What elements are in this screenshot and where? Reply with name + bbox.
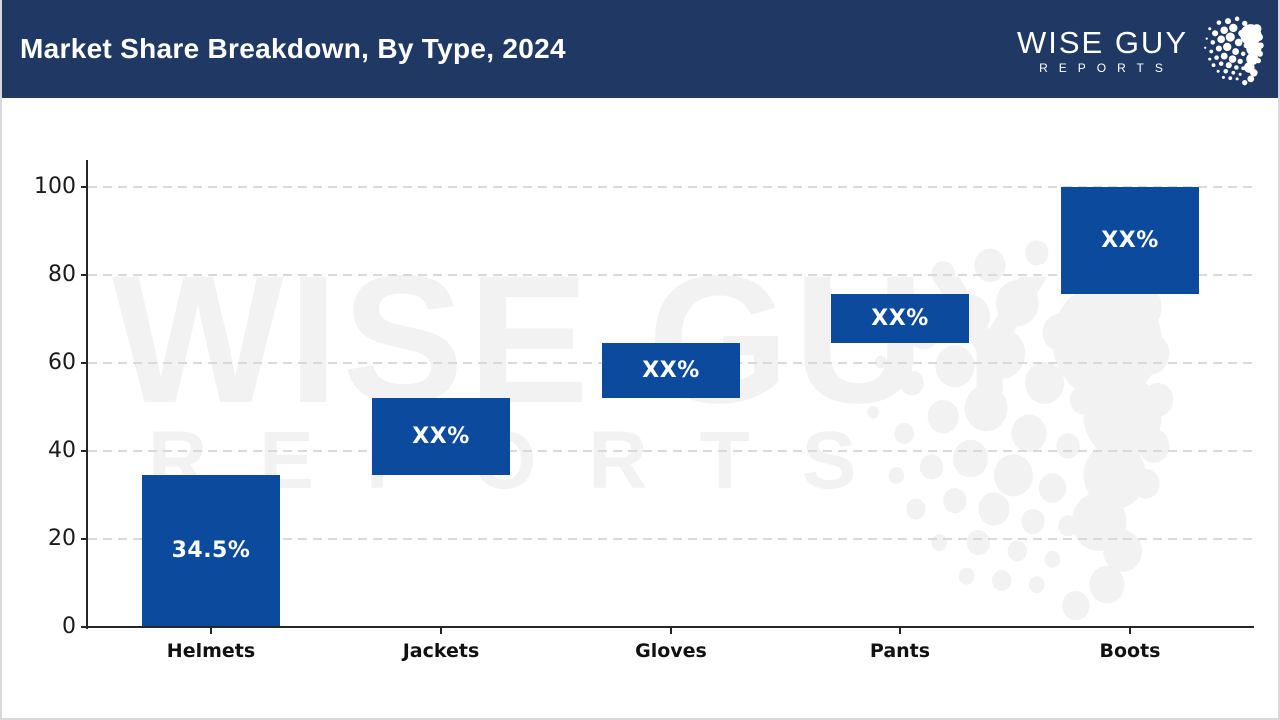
y-tick-label: 40 xyxy=(48,437,76,463)
y-tick-label: 20 xyxy=(48,525,76,551)
header-bar: Market Share Breakdown, By Type, 2024 WI… xyxy=(0,0,1280,98)
x-tick-mark xyxy=(210,627,212,634)
bar-jackets: XX% xyxy=(372,397,510,475)
y-gridline xyxy=(88,185,1254,188)
x-tick-label-jackets: Jackets xyxy=(402,640,480,662)
y-tick-mark xyxy=(81,537,88,540)
x-tick-mark xyxy=(1129,627,1131,634)
y-tick-mark xyxy=(81,625,88,628)
y-tick-mark xyxy=(81,185,88,188)
bar-value-label: XX% xyxy=(1101,227,1159,253)
y-gridline xyxy=(88,537,1254,540)
y-tick-mark xyxy=(81,449,88,452)
page-title: Market Share Breakdown, By Type, 2024 xyxy=(20,33,566,64)
x-tick-mark xyxy=(440,627,442,634)
x-tick-mark xyxy=(670,627,672,634)
x-axis-spine xyxy=(86,625,1254,628)
brand-logo: WISE GUY REPORTS xyxy=(1017,7,1266,93)
y-tick-mark xyxy=(81,361,88,364)
x-tick-label-pants: Pants xyxy=(869,640,931,662)
bar-helmets: 34.5% xyxy=(142,474,280,627)
bar-value-label: 34.5% xyxy=(171,538,251,564)
y-gridline xyxy=(88,273,1254,276)
x-tick-label-helmets: Helmets xyxy=(166,640,256,662)
bar-pants: XX% xyxy=(831,294,969,343)
x-tick-label-gloves: Gloves xyxy=(635,640,707,662)
y-tick-label: 0 xyxy=(62,613,76,639)
brand-logo-text: WISE GUY REPORTS xyxy=(1017,27,1188,74)
bar-value-label: XX% xyxy=(642,357,700,383)
dotted-face-logo-icon xyxy=(1204,16,1264,86)
brand-name: WISE GUY xyxy=(1016,24,1188,60)
bar-gloves: XX% xyxy=(602,342,740,398)
bar-boots: XX% xyxy=(1061,186,1199,295)
brand-tagline: REPORTS xyxy=(1039,60,1174,75)
y-gridline xyxy=(88,449,1254,452)
y-tick-label: 80 xyxy=(48,261,76,287)
y-tick-mark xyxy=(81,273,88,276)
bar-value-label: XX% xyxy=(871,305,929,331)
x-tick-mark xyxy=(899,627,901,634)
bar-value-label: XX% xyxy=(412,423,470,449)
y-tick-label: 60 xyxy=(48,349,76,375)
y-axis-spine xyxy=(86,160,88,629)
x-tick-label-boots: Boots xyxy=(1099,640,1161,662)
y-tick-label: 100 xyxy=(34,173,76,199)
